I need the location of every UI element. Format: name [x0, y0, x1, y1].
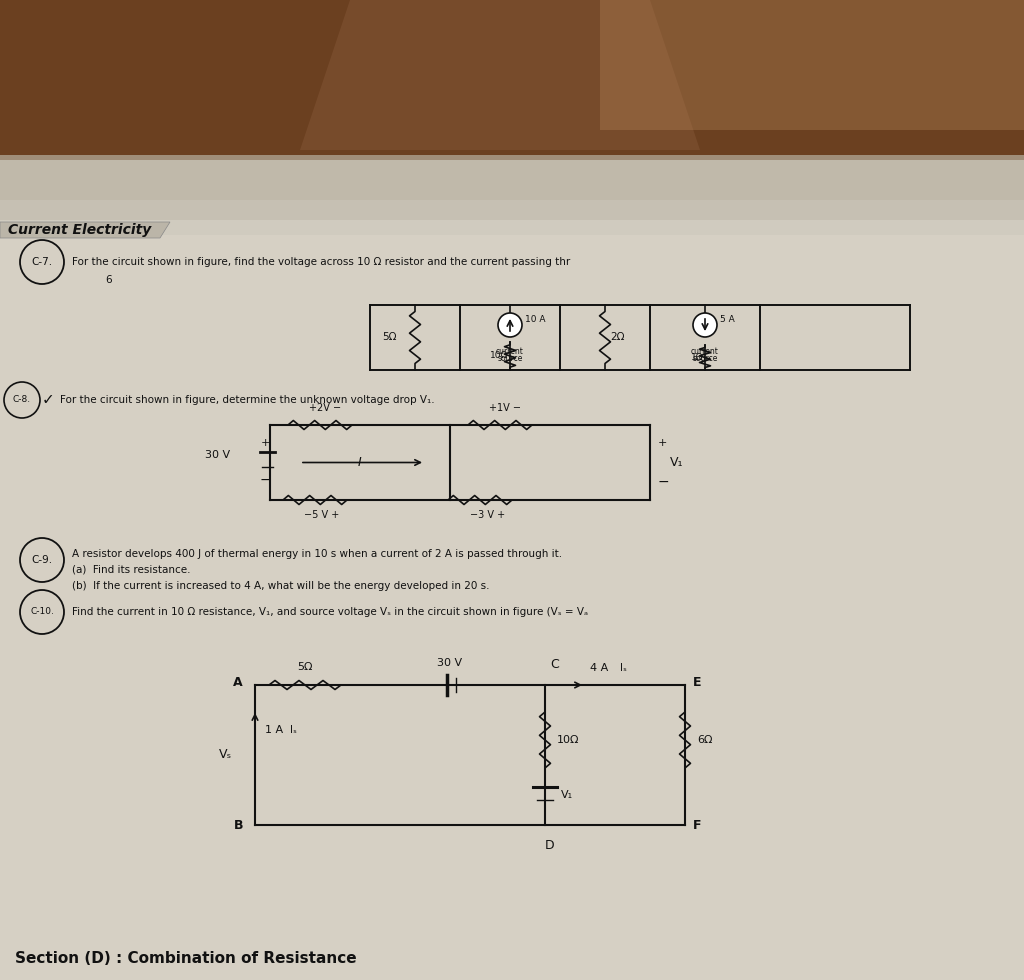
Text: +: +: [260, 438, 269, 449]
Text: −: −: [658, 474, 670, 488]
Text: −3 V +: −3 V +: [470, 510, 506, 520]
Polygon shape: [600, 0, 1024, 130]
Text: 10 A: 10 A: [525, 316, 546, 324]
Text: 1 A: 1 A: [265, 725, 283, 735]
Text: C-9.: C-9.: [32, 555, 52, 565]
Text: 6Ω: 6Ω: [697, 735, 713, 745]
Text: +1V −: +1V −: [489, 403, 521, 413]
Text: Iₛ: Iₛ: [620, 663, 627, 673]
Text: Vₛ: Vₛ: [218, 749, 231, 761]
Text: 2Ω: 2Ω: [610, 332, 625, 342]
Text: Current Electricity: Current Electricity: [8, 223, 152, 237]
Text: I: I: [358, 456, 361, 469]
Text: +2V −: +2V −: [309, 403, 341, 413]
Text: C: C: [550, 658, 559, 671]
Text: C-7.: C-7.: [32, 257, 52, 267]
Text: 1Ω: 1Ω: [690, 354, 703, 363]
Circle shape: [693, 313, 717, 337]
Text: source: source: [692, 354, 718, 363]
Text: (b)  If the current is increased to 4 A, what will be the energy developed in 20: (b) If the current is increased to 4 A, …: [72, 581, 489, 591]
Text: D: D: [545, 839, 555, 852]
Text: V₁: V₁: [670, 456, 683, 469]
Text: 10Ω: 10Ω: [557, 735, 580, 745]
Text: 5 A: 5 A: [720, 316, 735, 324]
Text: For the circuit shown in figure, determine the unknown voltage drop V₁.: For the circuit shown in figure, determi…: [60, 395, 434, 405]
Text: −5 V +: −5 V +: [304, 510, 340, 520]
Polygon shape: [300, 0, 700, 150]
Text: A: A: [233, 676, 243, 690]
Text: 30 V: 30 V: [205, 450, 230, 460]
Text: ✓: ✓: [42, 393, 54, 408]
Text: E: E: [693, 676, 701, 690]
Text: 10Ω: 10Ω: [489, 352, 508, 361]
Text: Section (D) : Combination of Resistance: Section (D) : Combination of Resistance: [15, 951, 356, 965]
Text: A resistor develops 400 J of thermal energy in 10 s when a current of 2 A is pas: A resistor develops 400 J of thermal ene…: [72, 549, 562, 559]
Text: 4 A: 4 A: [590, 663, 608, 673]
Polygon shape: [0, 200, 1024, 235]
Text: B: B: [233, 818, 243, 831]
Polygon shape: [0, 220, 1024, 980]
Text: C-8.: C-8.: [13, 396, 31, 405]
Text: source: source: [498, 354, 522, 363]
Polygon shape: [0, 222, 170, 238]
Text: C-10.: C-10.: [30, 608, 54, 616]
Text: For the circuit shown in figure, find the voltage across 10 Ω resistor and the c: For the circuit shown in figure, find th…: [72, 257, 570, 267]
Text: current: current: [691, 347, 719, 356]
Text: 5Ω: 5Ω: [297, 662, 312, 672]
Polygon shape: [0, 0, 1024, 160]
Circle shape: [498, 313, 522, 337]
Text: current: current: [496, 347, 524, 356]
Text: (a)  Find its resistance.: (a) Find its resistance.: [72, 565, 190, 575]
Text: 6: 6: [105, 275, 112, 285]
Text: Find the current in 10 Ω resistance, V₁, and source voltage Vₛ in the circuit sh: Find the current in 10 Ω resistance, V₁,…: [72, 607, 588, 617]
Text: F: F: [693, 818, 701, 831]
Text: Iₛ: Iₛ: [290, 725, 297, 735]
Text: 5Ω: 5Ω: [383, 332, 397, 342]
Polygon shape: [0, 155, 1024, 225]
Text: +: +: [658, 437, 668, 448]
Text: −: −: [259, 472, 270, 486]
Text: 30 V: 30 V: [437, 658, 463, 668]
Text: V₁: V₁: [561, 790, 573, 800]
